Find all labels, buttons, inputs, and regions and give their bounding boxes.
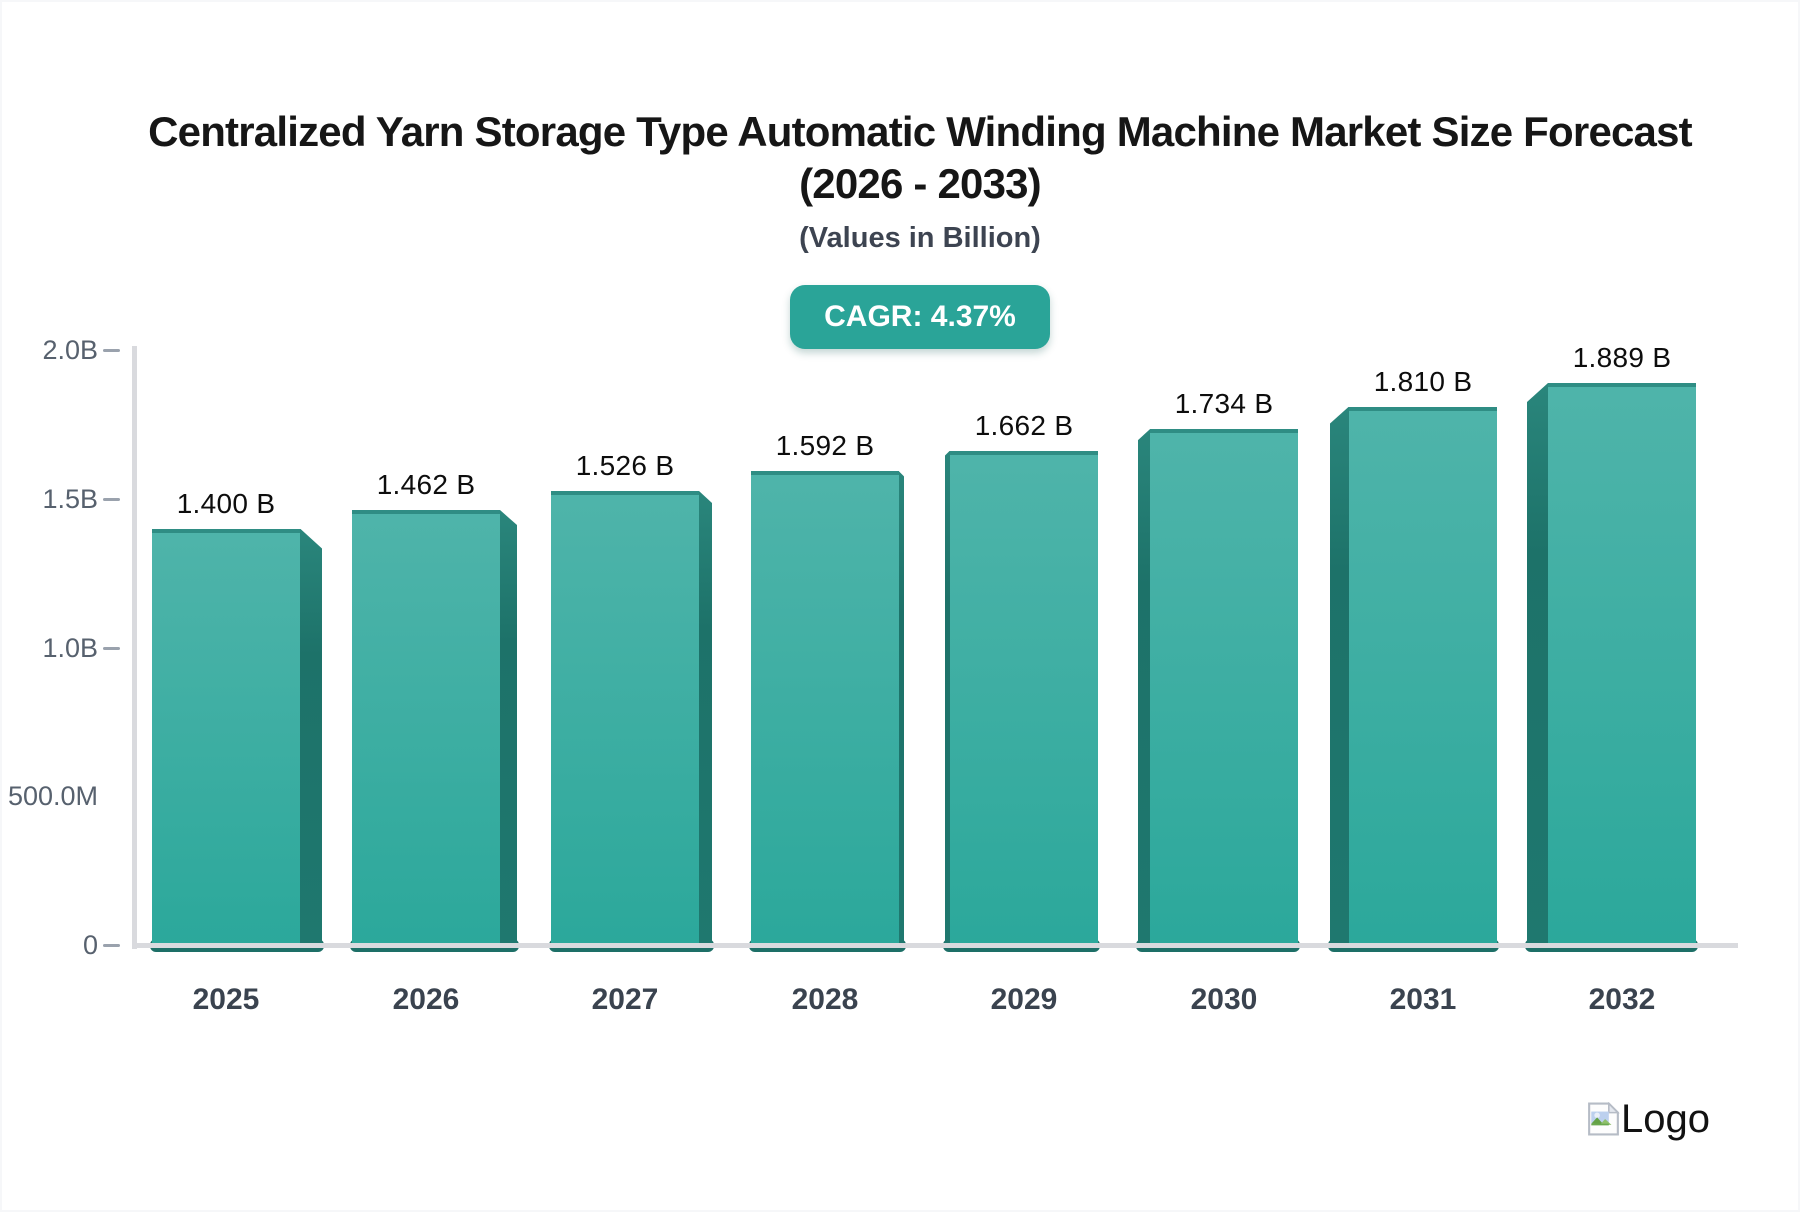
x-tick-label-2025: 2025: [192, 983, 260, 1016]
bar-value-label-2031: 1.810 B: [1373, 365, 1473, 397]
x-tick-label-2029: 2029: [990, 983, 1058, 1016]
bar-value-label-2027: 1.526 B: [575, 450, 675, 481]
y-axis-label: 1.5B: [42, 483, 98, 514]
bar-top-edge: [551, 491, 699, 495]
bar-side-panel-2026: [500, 510, 517, 948]
x-tick-label-2030: 2030: [1190, 983, 1258, 1016]
bar-top-edge: [152, 528, 300, 533]
bar-top-edge: [1349, 406, 1497, 411]
bar-2032[interactable]: [1548, 383, 1696, 948]
bar-2030[interactable]: [1150, 429, 1298, 948]
bar-value-label-2030: 1.734 B: [1174, 388, 1274, 420]
chart-header: Centralized Yarn Storage Type Automatic …: [92, 106, 1748, 349]
chart-title-line2: (2026 - 2033): [799, 160, 1042, 207]
x-tick-label-2032: 2032: [1588, 983, 1656, 1016]
bar-2025[interactable]: [152, 528, 300, 948]
bar-2029[interactable]: [950, 450, 1098, 948]
bar-2031[interactable]: [1349, 406, 1497, 948]
y-axis-tick: [103, 944, 120, 947]
bar-top-edge: [950, 450, 1098, 455]
bar-top-edge: [1150, 429, 1298, 434]
y-axis-line: [132, 346, 137, 949]
bar-side-panel-2025: [300, 528, 322, 948]
bar-2027[interactable]: [551, 491, 699, 948]
bar-value-label-2028: 1.592 B: [775, 430, 875, 462]
x-tick-label-2031: 2031: [1389, 983, 1457, 1016]
bar-top-edge: [751, 471, 899, 476]
x-tick-label-2026: 2026: [392, 983, 460, 1016]
bar-2026[interactable]: [352, 510, 500, 948]
bar-side-panel-2029: [945, 450, 950, 948]
bar-value-label-2029: 1.662 B: [974, 409, 1074, 441]
y-axis-tick: [103, 497, 120, 501]
bar-top-edge: [1548, 383, 1696, 388]
y-axis-label: 1.0B: [42, 632, 98, 663]
y-axis-label: 500.0M: [7, 781, 98, 812]
cagr-badge: CAGR: 4.37%: [790, 285, 1050, 349]
y-axis-tick: [103, 646, 120, 650]
broken-image-icon: [1588, 1102, 1620, 1136]
chart-title-line1: Centralized Yarn Storage Type Automatic …: [148, 108, 1693, 155]
x-tick-label-2028: 2028: [791, 983, 859, 1016]
logo-text: Logo: [1621, 1097, 1710, 1141]
x-tick-label-2027: 2027: [591, 983, 659, 1016]
y-axis-label: 0: [82, 930, 98, 960]
x-axis-line: [132, 943, 1738, 948]
logo: Logo: [1587, 1096, 1710, 1142]
y-axis-tick: [103, 349, 120, 352]
bar-side-panel-2032: [1527, 383, 1548, 948]
bar-side-panel-2027: [699, 491, 712, 948]
bar-value-label-2025: 1.400 B: [176, 487, 276, 519]
bar-side-panel-2028: [899, 471, 904, 948]
bar-value-label-2032: 1.889 B: [1572, 342, 1672, 374]
bar-value-label-2026: 1.462 B: [376, 469, 476, 501]
bar-side-panel-2031: [1330, 406, 1349, 948]
bar-side-panel-2030: [1138, 429, 1150, 948]
y-axis-label: 2.0B: [42, 335, 98, 365]
bar-2028[interactable]: [751, 471, 899, 948]
chart-subtitle: (Values in Billion): [799, 222, 1041, 254]
bar-top-edge: [352, 510, 500, 515]
